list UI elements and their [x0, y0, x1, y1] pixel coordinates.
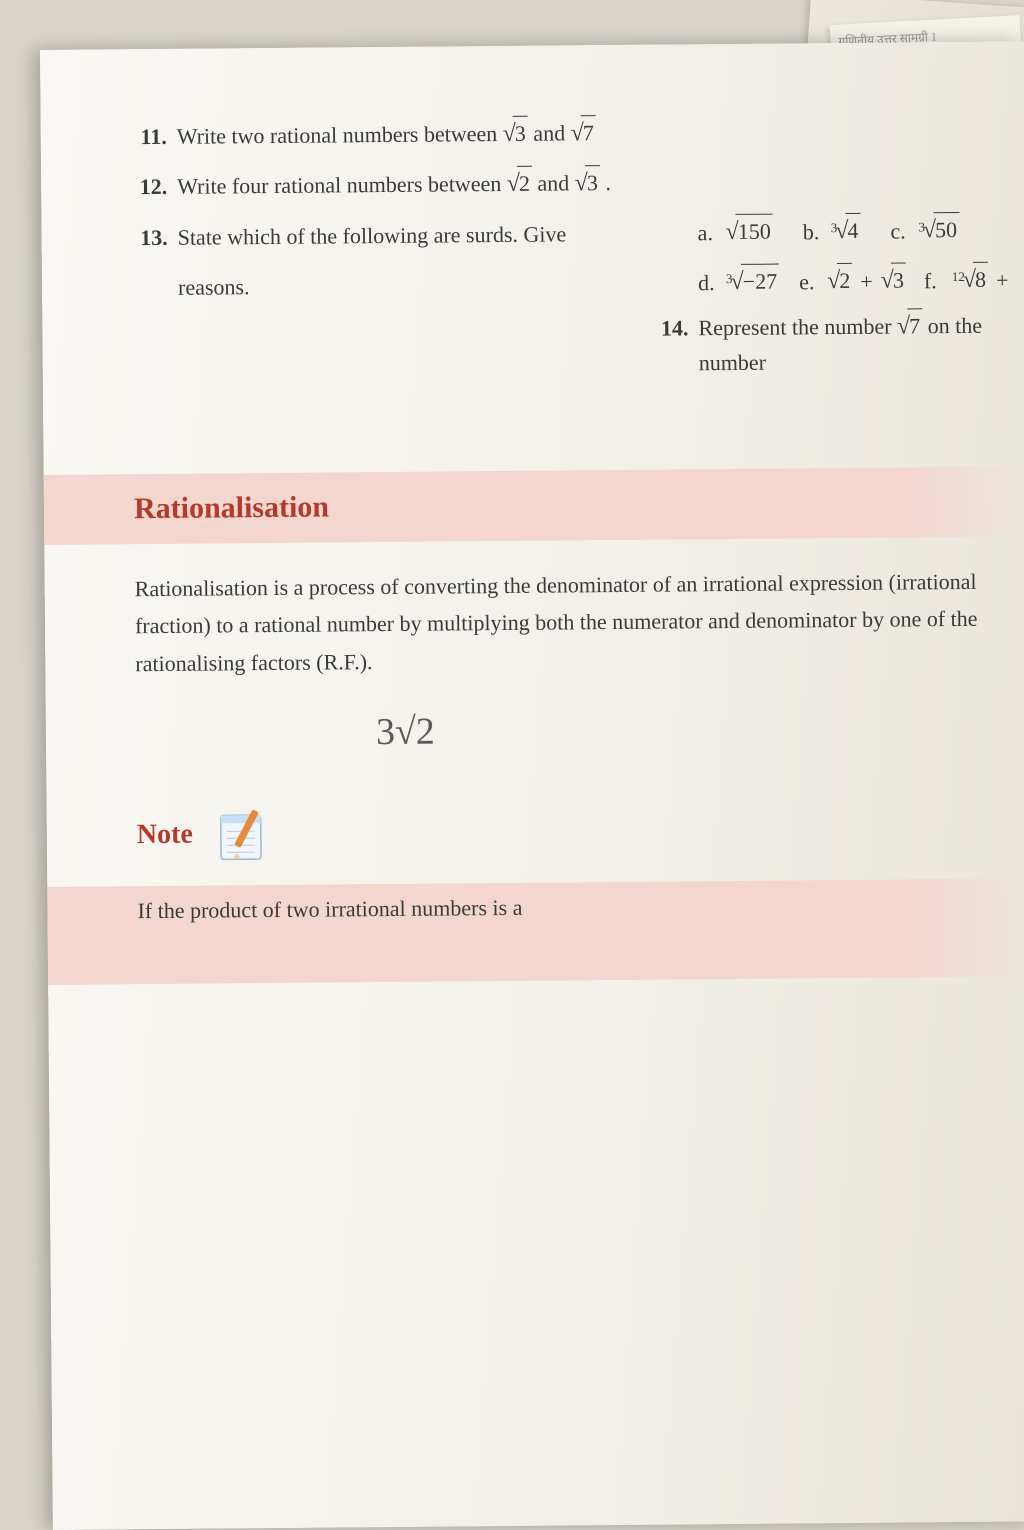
sub-f: f. 12√8 +: [924, 262, 1009, 299]
q11-root-7: √7: [570, 115, 595, 151]
q11-text: Write two rational numbers between √3 an…: [177, 111, 1024, 154]
q14-text: Represent the number √7 on the number: [698, 307, 1024, 379]
question-14: 14. Represent the number √7 on the numbe…: [652, 307, 1024, 379]
q12-number: 12.: [131, 170, 177, 203]
question-11: 11. Write two rational numbers between √…: [131, 111, 1024, 155]
sub-c: c. 3√50: [890, 212, 959, 249]
q12-part-a: Write four rational numbers between: [177, 171, 507, 199]
section-title: Rationalisation: [134, 490, 329, 525]
q12-text: Write four rational numbers between √2 a…: [177, 161, 1024, 204]
notepad-pencil-icon: [213, 805, 278, 864]
q13-text: State which of the following are surds. …: [177, 216, 657, 253]
sub-a-label: a.: [697, 216, 717, 249]
sub-d-root: 3√−27: [726, 264, 779, 300]
sub-d-label: d.: [698, 266, 718, 299]
sub-b: b. 3√4: [803, 213, 861, 250]
section-heading-band: Rationalisation: [44, 466, 1024, 545]
textbook-page: 11. Write two rational numbers between √…: [40, 41, 1024, 1530]
sub-e-plus: +: [860, 264, 873, 297]
sub-a: a. √150: [697, 214, 772, 251]
q13-reasons: reasons.: [178, 266, 658, 303]
sub-e-root3: √3: [881, 262, 906, 298]
sub-c-label: c.: [890, 214, 910, 247]
q14-number: 14.: [652, 311, 698, 344]
sub-b-root: 3√4: [831, 213, 861, 249]
bottom-note-band: If the product of two irrational numbers…: [47, 879, 1024, 986]
q12-tail: .: [605, 170, 611, 195]
sub-a-root: √150: [725, 214, 772, 250]
q12-mid: and: [537, 170, 574, 195]
note-row: Note: [137, 799, 1024, 865]
q12-root-2: √2: [507, 166, 532, 202]
sub-f-label: f.: [924, 264, 944, 297]
q11-mid: and: [533, 120, 570, 145]
q11-root-3: √3: [503, 116, 528, 152]
q11-number: 11.: [131, 120, 177, 153]
sub-f-root: 12√8: [952, 262, 988, 298]
sub-b-label: b.: [803, 215, 823, 248]
q13-number: 13.: [131, 220, 177, 253]
sub-d: d. 3√−27: [698, 264, 779, 301]
question-13-line2: reasons. d. 3√−27 e. √2 + √3 f. 12√8 +: [132, 261, 1024, 305]
question-12: 12. Write four rational numbers between …: [131, 161, 1024, 205]
sub-e: e. √2 + √3: [799, 262, 906, 299]
sub-e-label: e.: [799, 265, 819, 298]
note-label: Note: [137, 819, 193, 851]
q14-part-a: Represent the number: [698, 314, 897, 341]
q14-root-7: √7: [897, 308, 922, 344]
sub-f-tail: +: [996, 263, 1009, 296]
question-13: 13. State which of the following are sur…: [131, 211, 1024, 255]
handwritten-annotation: 3√2: [376, 705, 1024, 755]
q12-root-3: √3: [575, 165, 600, 201]
rationalisation-paragraph: Rationalisation is a process of converti…: [135, 562, 1024, 682]
q11-part-a: Write two rational numbers between: [177, 121, 503, 149]
sub-c-root: 3√50: [918, 212, 959, 248]
bottom-text: If the product of two irrational numbers…: [137, 895, 522, 923]
sub-e-root2: √2: [827, 263, 852, 299]
